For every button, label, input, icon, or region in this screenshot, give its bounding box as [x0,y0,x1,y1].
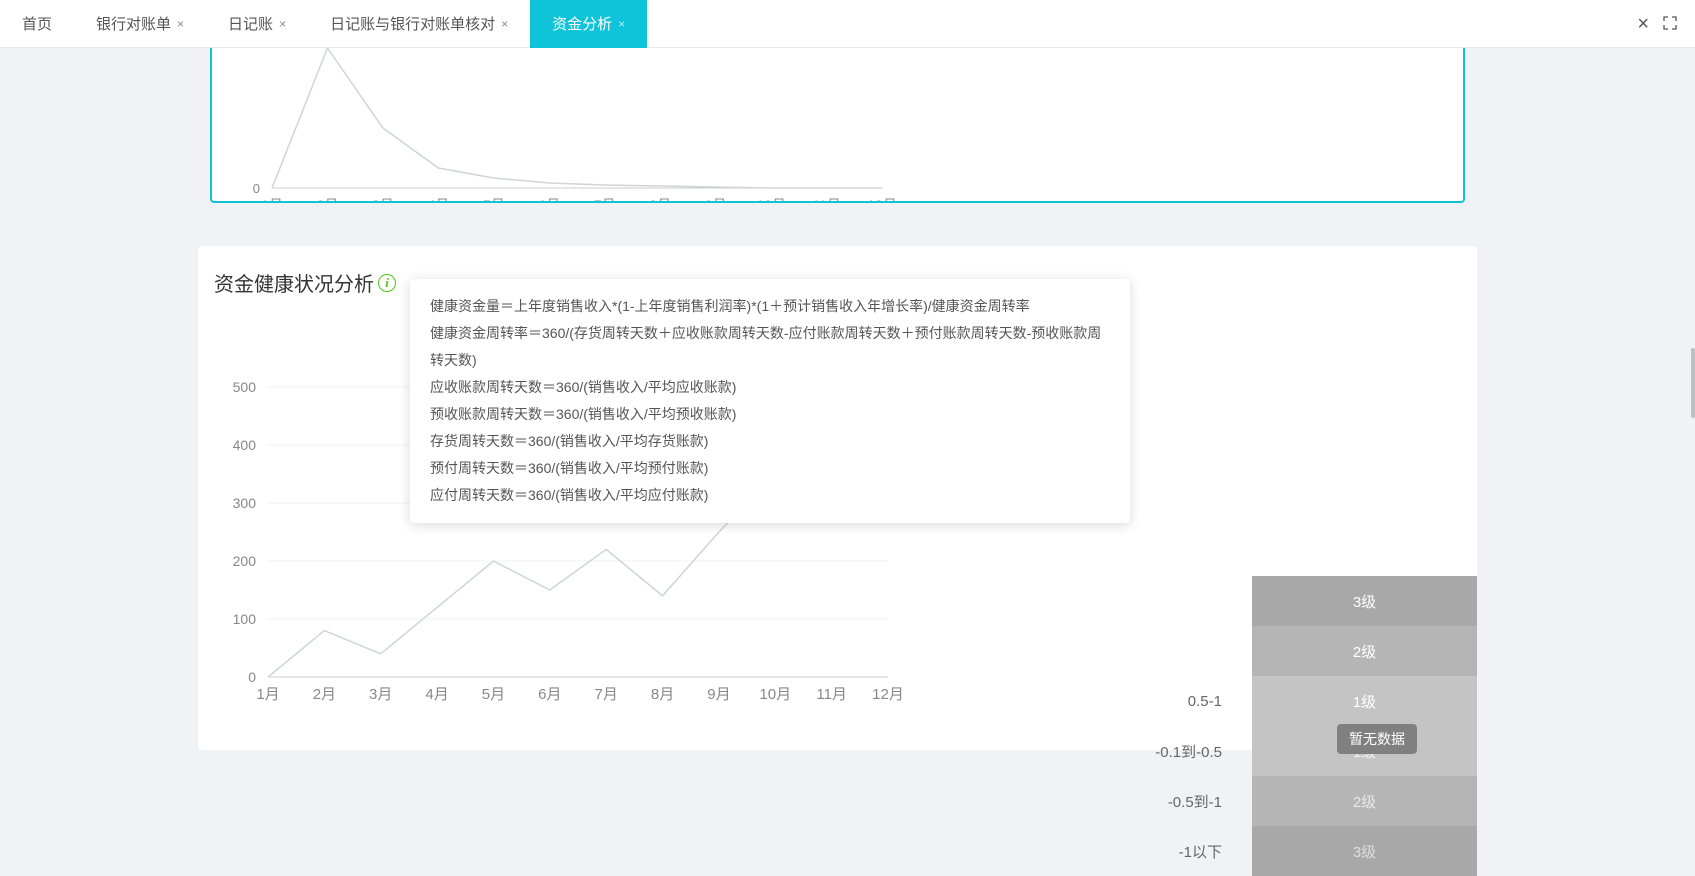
svg-text:5月: 5月 [482,686,505,703]
content-area: 01月2月3月4月5月6月7月8月9月10月11月12月 资金健康状况分析 i … [0,48,1695,750]
tab-label: 银行对账单 [96,13,171,34]
svg-text:0: 0 [253,181,260,196]
level-range [1097,626,1252,676]
tab-label: 日记账与银行对账单核对 [330,13,495,34]
svg-text:100: 100 [233,611,257,627]
svg-text:7月: 7月 [594,197,616,203]
level-badge: 2级 [1252,776,1477,826]
svg-text:3月: 3月 [372,197,394,203]
close-all-tabs-icon[interactable]: × [1637,13,1649,36]
svg-text:500: 500 [233,379,257,395]
svg-text:9月: 9月 [707,686,730,703]
tab-2[interactable]: 日记账 × [206,0,308,48]
level-range: -0.1到-0.5 [1097,726,1252,776]
tooltip-line: 健康资金量＝上年度销售收入*(1-上年度销售利润率)*(1＋预计销售收入年增长率… [430,293,1110,320]
tab-bar: 首页 银行对账单 × 日记账 × 日记账与银行对账单核对 × 资金分析 × × [0,0,1695,48]
svg-text:200: 200 [233,553,257,569]
tabbar-right-controls: × [1637,0,1677,48]
level-table: 3级2级0.5-11级-0.1到-0.51级-0.5到-12级-1以下3级 [1097,576,1477,876]
tooltip-line: 应付周转天数＝360/(销售收入/平均应付账款) [430,482,1110,509]
tab-1[interactable]: 银行对账单 × [74,0,206,48]
level-row: 0.5-11级 [1097,676,1477,726]
svg-text:0: 0 [248,669,256,685]
tab-3[interactable]: 日记账与银行对账单核对 × [308,0,530,48]
svg-text:7月: 7月 [595,686,618,703]
level-range: -1以下 [1097,826,1252,876]
svg-text:2月: 2月 [317,197,339,203]
info-icon[interactable]: i [378,274,396,292]
svg-text:11月: 11月 [812,197,841,203]
tab-label: 首页 [22,13,52,34]
svg-text:6月: 6月 [538,197,560,203]
level-row: 2级 [1097,626,1477,676]
tab-0[interactable]: 首页 [0,0,74,48]
section-title-text: 资金健康状况分析 [214,268,374,297]
svg-text:8月: 8月 [651,686,674,703]
tooltip-line: 应收账款周转天数＝360/(销售收入/平均应收账款) [430,374,1110,401]
svg-text:1月: 1月 [261,197,283,203]
tooltip-line: 预付周转天数＝360/(销售收入/平均预付账款) [430,455,1110,482]
level-range: -0.5到-1 [1097,776,1252,826]
formula-tooltip: 健康资金量＝上年度销售收入*(1-上年度销售利润率)*(1＋预计销售收入年增长率… [410,279,1130,523]
svg-text:300: 300 [233,495,257,511]
svg-text:2月: 2月 [313,686,336,703]
svg-text:4月: 4月 [427,197,449,203]
level-row: -0.1到-0.51级 [1097,726,1477,776]
fullscreen-icon[interactable] [1663,13,1677,36]
svg-text:1月: 1月 [256,686,279,703]
svg-text:10月: 10月 [756,197,786,203]
top-chart: 01月 2月 3月 4月 5月 6月 7月 8月 9月 10月 11月 12月 [212,48,1463,203]
top-chart-panel: 01月 2月 3月 4月 5月 6月 7月 8月 9月 10月 11月 12月 [210,48,1465,203]
svg-text:400: 400 [233,437,257,453]
svg-text:10月: 10月 [759,686,791,703]
tab-4[interactable]: 资金分析 × [530,0,647,48]
svg-text:9月: 9月 [705,197,727,203]
tooltip-line: 存货周转天数＝360/(销售收入/平均存货账款) [430,428,1110,455]
svg-text:12月: 12月 [872,686,904,703]
level-badge: 3级 [1252,826,1477,876]
svg-text:11月: 11月 [816,686,847,703]
tab-label: 资金分析 [552,13,612,34]
tab-close-icon[interactable]: × [618,17,625,31]
scrollbar-thumb[interactable] [1691,348,1695,418]
level-badge: 3级 [1252,576,1477,626]
svg-text:5月: 5月 [483,197,505,203]
svg-text:6月: 6月 [538,686,561,703]
svg-text:12月: 12月 [867,197,897,203]
level-row: 3级 [1097,576,1477,626]
tab-close-icon[interactable]: × [177,17,184,31]
svg-text:4月: 4月 [425,686,448,703]
level-row: -0.5到-12级 [1097,776,1477,826]
tooltip-line: 预收账款周转天数＝360/(销售收入/平均预收账款) [430,401,1110,428]
tooltip-line: 健康资金周转率＝360/(存货周转天数＋应收账款周转天数-应付账款周转天数＋预付… [430,320,1110,374]
tab-close-icon[interactable]: × [501,17,508,31]
level-row: -1以下3级 [1097,826,1477,876]
level-badge: 2级 [1252,626,1477,676]
svg-text:8月: 8月 [649,197,671,203]
tab-close-icon[interactable]: × [279,17,286,31]
tab-label: 日记账 [228,13,273,34]
level-range: 0.5-1 [1097,676,1252,726]
level-range [1097,576,1252,626]
svg-text:3月: 3月 [369,686,392,703]
level-badge: 1级 [1252,676,1477,726]
